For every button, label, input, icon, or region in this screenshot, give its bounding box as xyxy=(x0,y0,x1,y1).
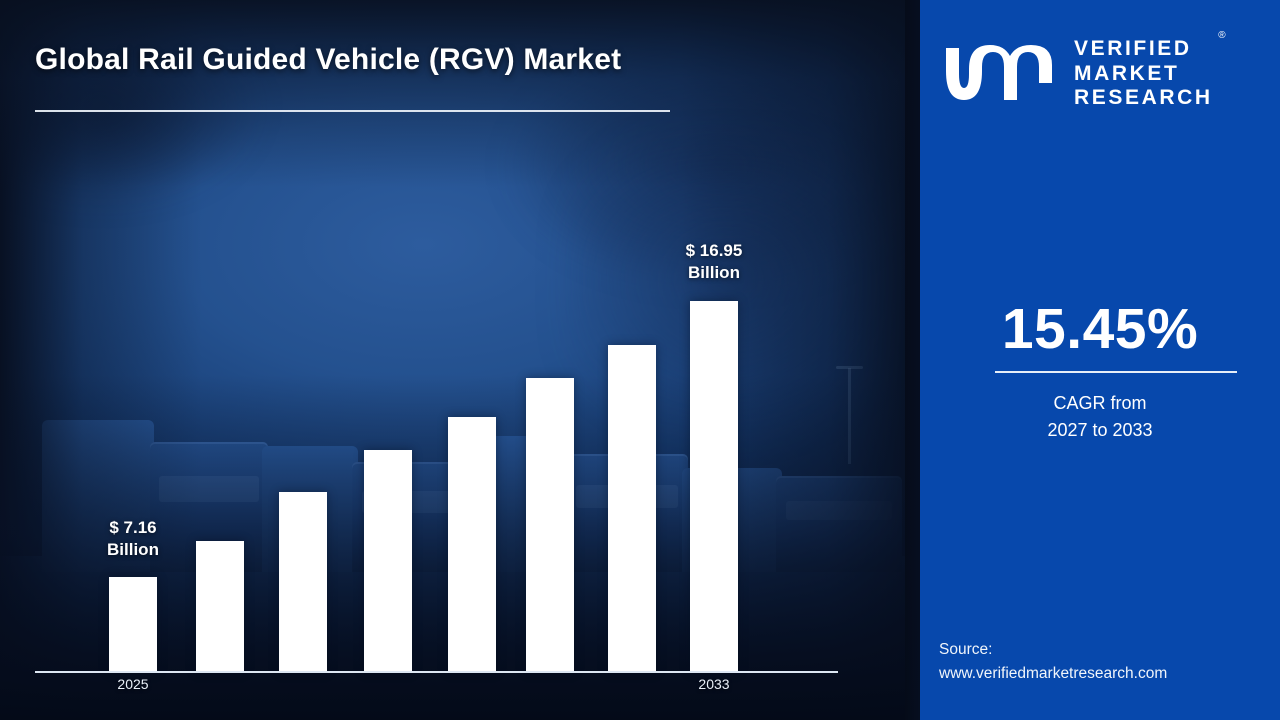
bar-2027 xyxy=(279,492,327,672)
left-content-panel: Global Rail Guided Vehicle (RGV) Market … xyxy=(0,0,920,720)
panel-seam xyxy=(905,0,920,720)
cagr-divider xyxy=(995,371,1237,373)
brand-name: VERIFIED MARKET RESEARCH ® xyxy=(1074,30,1226,111)
title-divider xyxy=(35,110,670,112)
x-axis-tick-2025: 2025 xyxy=(117,676,149,692)
x-axis-line xyxy=(35,671,838,673)
bar-2025 xyxy=(109,577,157,672)
cagr-caption: CAGR from 2027 to 2033 xyxy=(1047,393,1153,440)
brand-name-line3: RESEARCH xyxy=(1074,86,1213,110)
page-title: Global Rail Guided Vehicle (RGV) Market xyxy=(35,43,622,76)
registered-trademark-icon: ® xyxy=(1218,30,1226,42)
bar-2030 xyxy=(526,378,574,672)
cagr-value: 15.45% xyxy=(1001,297,1199,361)
source-url[interactable]: www.verifiedmarketresearch.com xyxy=(939,664,1168,682)
bar-2028 xyxy=(364,450,412,672)
x-axis-tick-2033: 2033 xyxy=(698,676,730,692)
source-block: Source: www.verifiedmarketresearch.com xyxy=(939,638,1269,685)
brand-name-line2: MARKET xyxy=(1074,61,1180,85)
source-label: Source: xyxy=(939,641,993,658)
right-brand-panel: VERIFIED MARKET RESEARCH ® 15.45% CAGR f… xyxy=(920,0,1280,720)
bar-value-label-last: $ 16.95 Billion xyxy=(685,241,743,283)
bar-2033 xyxy=(690,301,738,672)
bar-value-label-first: $ 7.16 Billion xyxy=(107,518,159,560)
bar-chart: $ 7.16 Billion $ 16.95 Billion 2025 2033 xyxy=(35,241,838,692)
bar-2029 xyxy=(448,417,496,672)
bar-2026 xyxy=(196,541,244,672)
brand-logo[interactable]: VERIFIED MARKET RESEARCH ® xyxy=(942,28,1272,120)
bar-2031 xyxy=(608,345,656,672)
vmr-logomark-icon xyxy=(946,45,1052,100)
brand-name-line1: VERIFIED xyxy=(1074,37,1192,61)
